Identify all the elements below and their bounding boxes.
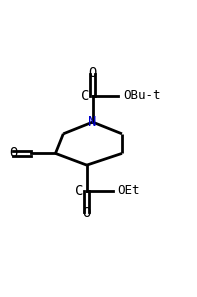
Text: C: C — [81, 89, 90, 103]
Text: N: N — [88, 115, 97, 129]
Text: OEt: OEt — [117, 184, 140, 197]
Text: O: O — [83, 206, 91, 220]
Text: O: O — [88, 66, 97, 80]
Text: OBu-t: OBu-t — [123, 89, 160, 102]
Text: O: O — [9, 146, 18, 160]
Text: C: C — [75, 184, 84, 198]
